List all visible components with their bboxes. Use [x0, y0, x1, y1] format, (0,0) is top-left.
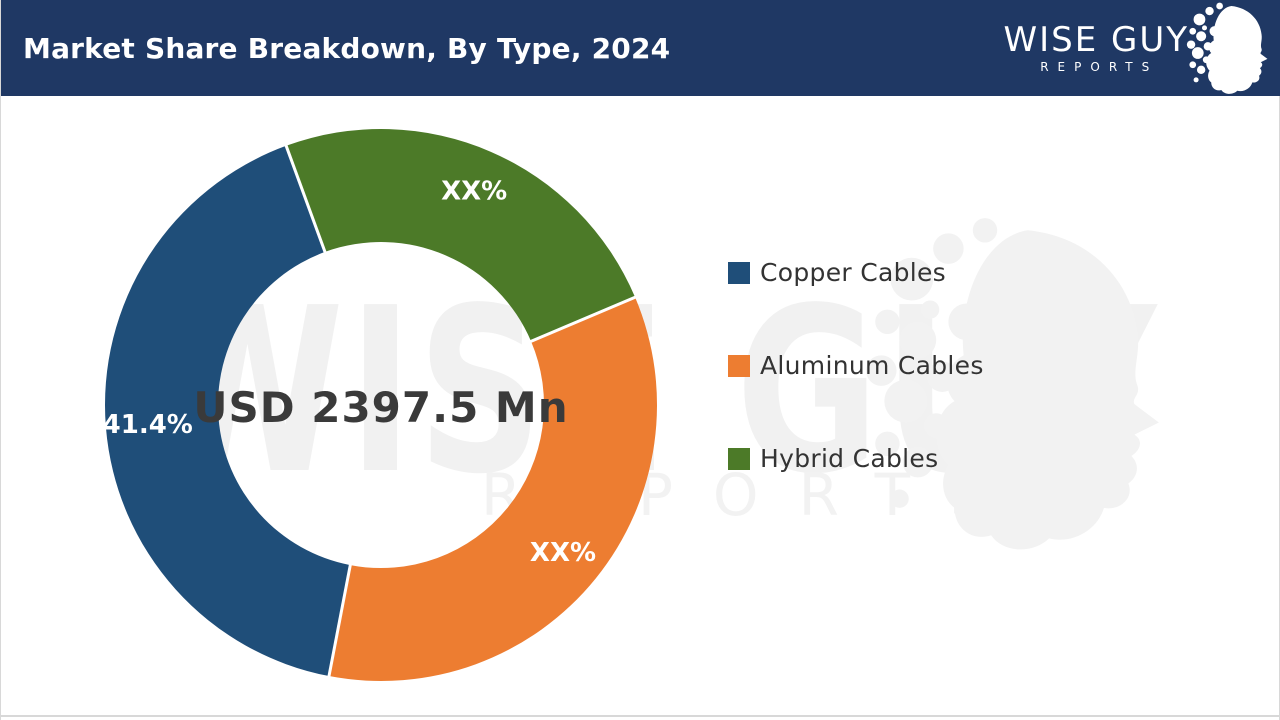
legend-swatch-copper	[728, 261, 750, 284]
donut-center-value: USD 2397.5 Mn	[193, 383, 569, 432]
bottom-border	[1, 715, 1280, 717]
donut-segment-aluminum-cables	[328, 297, 658, 681]
legend-label: Copper Cables	[760, 258, 946, 287]
legend-item-copper: Copper Cables	[728, 258, 984, 287]
slice-label-aluminum-cables: XX%	[530, 538, 596, 568]
legend-swatch-hybrid	[728, 447, 750, 470]
segment-gap	[526, 295, 638, 345]
legend-item-aluminum: Aluminum Cables	[728, 351, 984, 380]
logo-subtitle: REPORTS	[1040, 59, 1159, 74]
logo-head-icon	[1186, 2, 1268, 94]
logo-wordmark: WISE GUY	[1003, 19, 1189, 60]
legend-label: Hybrid Cables	[760, 444, 939, 473]
donut-segment-hybrid-cables	[286, 128, 636, 342]
legend-swatch-aluminum	[728, 354, 750, 377]
header-bar: Market Share Breakdown, By Type, 2024 WI…	[1, 0, 1280, 96]
segment-gap	[327, 560, 353, 679]
legend-label: Aluminum Cables	[760, 351, 984, 380]
segment-gap	[284, 143, 328, 257]
logo: WISE GUY REPORTS	[1003, 1, 1280, 95]
chart-legend: Copper Cables Aluminum Cables Hybrid Cab…	[728, 258, 984, 537]
slice-label-hybrid-cables: XX%	[441, 176, 507, 206]
page-title: Market Share Breakdown, By Type, 2024	[23, 31, 671, 65]
logo-text: WISE GUY REPORTS	[1003, 23, 1189, 74]
legend-item-hybrid: Hybrid Cables	[728, 444, 984, 473]
